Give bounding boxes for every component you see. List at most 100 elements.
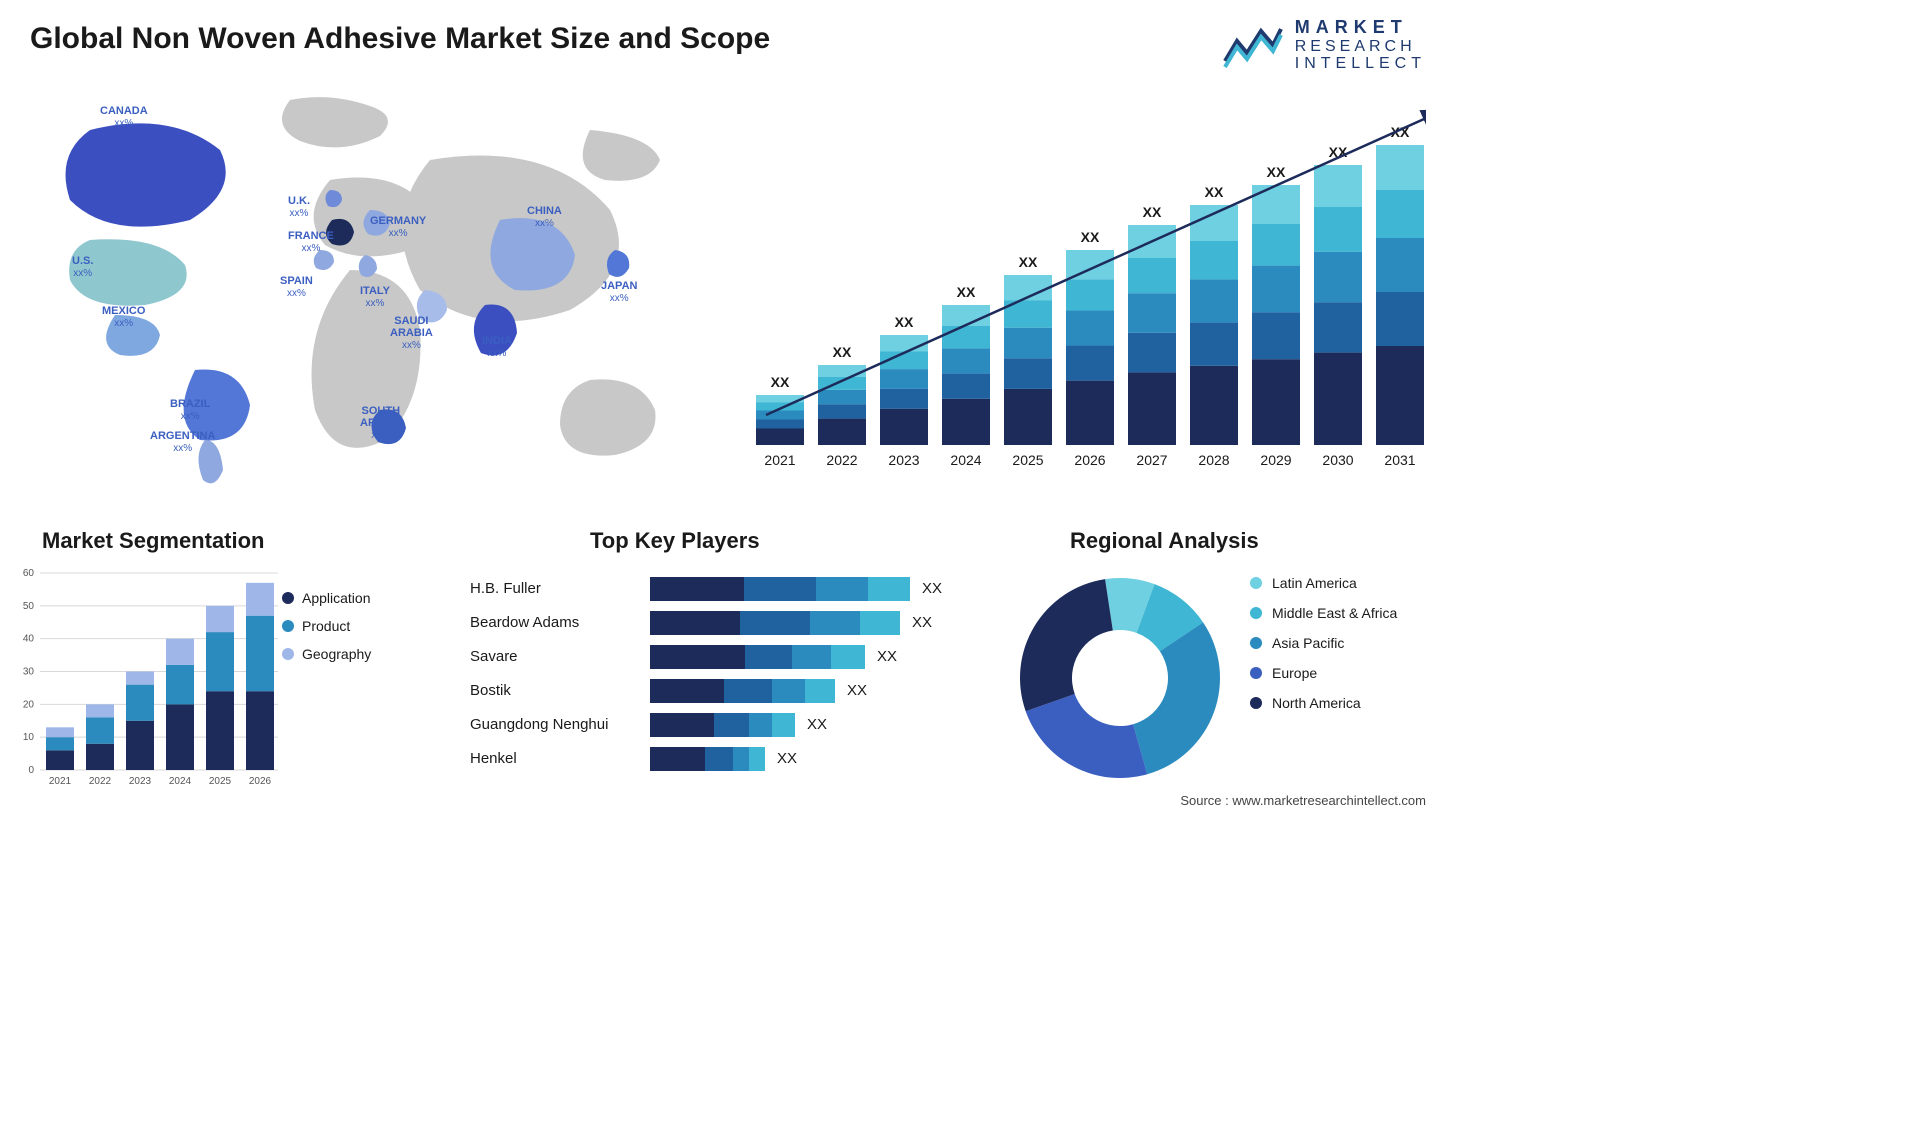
- player-bar: [650, 645, 865, 669]
- map-label-brazil: BRAZILxx%: [170, 398, 210, 422]
- map-label-india: INDIAxx%: [482, 335, 512, 359]
- map-label-saudi-arabia: SAUDIARABIAxx%: [390, 315, 433, 351]
- svg-text:2023: 2023: [129, 776, 152, 787]
- logo-line2: RESEARCH: [1295, 38, 1426, 56]
- section-title-regional: Regional Analysis: [1070, 528, 1259, 554]
- player-row: Bostik XX: [470, 677, 970, 704]
- player-row: Beardow Adams XX: [470, 609, 970, 636]
- section-title-key-players: Top Key Players: [590, 528, 760, 554]
- player-bar: [650, 747, 765, 771]
- player-bar: [650, 611, 900, 635]
- player-row: Guangdong Nenghui XX: [470, 711, 970, 738]
- svg-text:XX: XX: [1143, 204, 1162, 220]
- player-name: Savare: [470, 648, 650, 665]
- svg-text:2027: 2027: [1136, 452, 1167, 468]
- svg-text:0: 0: [28, 765, 34, 776]
- svg-text:XX: XX: [1205, 184, 1224, 200]
- svg-text:XX: XX: [1081, 229, 1100, 245]
- map-label-u-s-: U.S.xx%: [72, 255, 93, 279]
- region-legend-item: Latin America: [1250, 575, 1397, 591]
- section-title-segmentation: Market Segmentation: [42, 528, 265, 554]
- logo-line3: INTELLECT: [1295, 55, 1426, 73]
- map-label-south-africa: SOUTHAFRICAxx%: [360, 405, 402, 441]
- svg-text:2021: 2021: [764, 452, 795, 468]
- svg-text:XX: XX: [833, 344, 852, 360]
- svg-text:10: 10: [23, 732, 35, 743]
- svg-text:30: 30: [23, 667, 35, 678]
- svg-text:2026: 2026: [249, 776, 272, 787]
- player-value: XX: [847, 682, 867, 699]
- svg-text:XX: XX: [1019, 254, 1038, 270]
- regional-donut-chart: [1010, 568, 1230, 788]
- svg-text:2023: 2023: [888, 452, 919, 468]
- player-bar: [650, 679, 835, 703]
- seg-legend-item: Product: [282, 618, 371, 634]
- regional-legend: Latin America Middle East & Africa Asia Pa…: [1250, 575, 1397, 725]
- svg-text:2031: 2031: [1384, 452, 1415, 468]
- page-title: Global Non Woven Adhesive Market Size an…: [30, 22, 770, 56]
- player-name: Bostik: [470, 682, 650, 699]
- svg-text:2022: 2022: [826, 452, 857, 468]
- segmentation-chart: 0 10 20 30 40 50 60 2021 2022 2023 2024 2025 2026: [12, 565, 282, 790]
- svg-text:60: 60: [23, 568, 35, 579]
- player-bar: [650, 713, 795, 737]
- player-name: Beardow Adams: [470, 614, 650, 631]
- svg-text:50: 50: [23, 601, 35, 612]
- player-row: H.B. Fuller XX: [470, 575, 970, 602]
- segmentation-svg: 0 10 20 30 40 50 60 2021 2022 2023 2024 2025 2026: [12, 565, 282, 790]
- player-name: H.B. Fuller: [470, 580, 650, 597]
- svg-text:XX: XX: [957, 284, 976, 300]
- key-players-chart: H.B. FullerXXBeardow AdamsXXSavareXXBost…: [470, 575, 970, 779]
- player-value: XX: [922, 580, 942, 597]
- player-name: Henkel: [470, 750, 650, 767]
- svg-text:XX: XX: [771, 374, 790, 390]
- growth-chart-svg: XX 2021 XX 2022 XX 2023 XX 2024 XX 2025 XX 2026 XX 20…: [746, 105, 1426, 475]
- map-label-italy: ITALYxx%: [360, 285, 390, 309]
- svg-text:2021: 2021: [49, 776, 72, 787]
- world-map: CANADAxx% U.S.xx% MEXICOxx% BRAZILxx% ARGENT…: [30, 90, 710, 490]
- svg-text:2024: 2024: [950, 452, 981, 468]
- source-attribution: Source : www.marketresearchintellect.com: [1180, 793, 1426, 808]
- svg-text:2026: 2026: [1074, 452, 1105, 468]
- svg-text:XX: XX: [1267, 164, 1286, 180]
- svg-text:2028: 2028: [1198, 452, 1229, 468]
- svg-text:20: 20: [23, 699, 35, 710]
- donut-svg: [1010, 568, 1230, 788]
- map-label-china: CHINAxx%: [527, 205, 562, 229]
- map-label-spain: SPAINxx%: [280, 275, 313, 299]
- svg-text:XX: XX: [895, 314, 914, 330]
- player-bar: [650, 577, 910, 601]
- map-label-mexico: MEXICOxx%: [102, 305, 145, 329]
- logo-icon: [1223, 21, 1283, 69]
- region-legend-item: Middle East & Africa: [1250, 605, 1397, 621]
- seg-legend-item: Application: [282, 590, 371, 606]
- map-label-germany: GERMANYxx%: [370, 215, 426, 239]
- player-row: Henkel XX: [470, 745, 970, 772]
- svg-text:2029: 2029: [1260, 452, 1291, 468]
- map-label-canada: CANADAxx%: [100, 105, 148, 129]
- svg-text:2025: 2025: [209, 776, 232, 787]
- svg-text:40: 40: [23, 634, 35, 645]
- player-row: Savare XX: [470, 643, 970, 670]
- map-label-france: FRANCExx%: [288, 230, 334, 254]
- region-legend-item: North America: [1250, 695, 1397, 711]
- svg-text:2022: 2022: [89, 776, 112, 787]
- seg-legend-item: Geography: [282, 646, 371, 662]
- logo-line1: MARKET: [1295, 18, 1426, 38]
- player-value: XX: [777, 750, 797, 767]
- player-name: Guangdong Nenghui: [470, 716, 650, 733]
- svg-text:2025: 2025: [1012, 452, 1043, 468]
- svg-text:2030: 2030: [1322, 452, 1353, 468]
- map-label-u-k-: U.K.xx%: [288, 195, 310, 219]
- brand-logo: MARKET RESEARCH INTELLECT: [1223, 18, 1426, 73]
- player-value: XX: [807, 716, 827, 733]
- growth-bar-chart: XX 2021 XX 2022 XX 2023 XX 2024 XX 2025 XX 2026 XX 20…: [746, 105, 1426, 475]
- player-value: XX: [877, 648, 897, 665]
- map-label-argentina: ARGENTINAxx%: [150, 430, 215, 454]
- player-value: XX: [912, 614, 932, 631]
- svg-text:2024: 2024: [169, 776, 192, 787]
- region-legend-item: Europe: [1250, 665, 1397, 681]
- map-label-japan: JAPANxx%: [601, 280, 637, 304]
- region-legend-item: Asia Pacific: [1250, 635, 1397, 651]
- segmentation-legend: Application Product Geography: [282, 590, 371, 674]
